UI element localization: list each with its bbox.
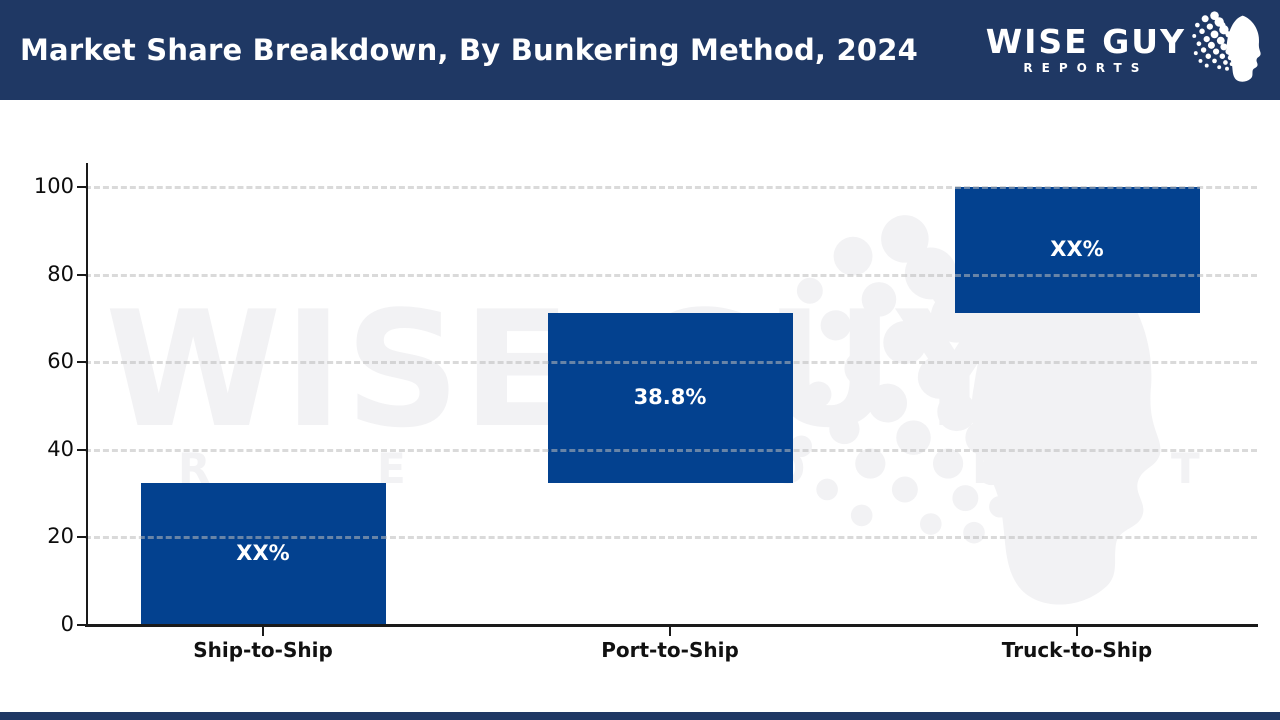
gridline-80 [85,273,1257,277]
y-axis-line [86,163,88,626]
bar-value-label: 38.8% [633,385,707,410]
gridline-20 [85,536,1257,540]
y-tick-label: 20 [47,524,74,549]
chart-title: Market Share Breakdown, By Bunkering Met… [20,33,918,67]
x-tick-mark [262,627,264,636]
y-tick-mark [77,361,86,364]
y-tick-mark [77,624,86,626]
header-bar: Market Share Breakdown, By Bunkering Met… [0,0,1280,100]
bar-truck-to-ship [954,187,1200,314]
y-tick-mark [77,536,86,539]
x-tick-mark [669,627,671,636]
bar-value-label: XX% [236,541,290,566]
x-category-label: Truck-to-Ship [1001,638,1153,662]
logo-face-icon [1188,9,1266,91]
gridline-60 [85,361,1257,365]
bar-value-label: XX% [1050,237,1104,262]
y-tick-label: 60 [47,349,74,374]
logo-text: WISE GUY REPORTS [985,21,1186,76]
y-tick-label: 80 [47,261,74,286]
x-category-label: Ship-to-Ship [193,638,333,662]
x-category-label: Port-to-Ship [601,638,739,662]
logo-subtext: REPORTS [1023,61,1149,76]
y-tick-label: 40 [47,436,74,461]
y-tick-label: 100 [33,174,74,198]
y-tick-mark [77,448,86,451]
y-tick-mark [77,186,86,188]
gridline-100 [85,186,1257,189]
gridline-40 [85,448,1257,452]
wise-guy-logo: WISE GUY REPORTS [986,6,1266,94]
bar-ship-to-ship [140,483,386,625]
y-tick-label: 0 [60,612,74,636]
logo-wordmark: WISE GUY [985,21,1186,61]
footer-bar [0,712,1280,720]
x-tick-mark [1076,627,1078,636]
bar-port-to-ship [547,313,793,484]
x-axis-line [85,624,1258,627]
y-tick-mark [77,273,86,276]
